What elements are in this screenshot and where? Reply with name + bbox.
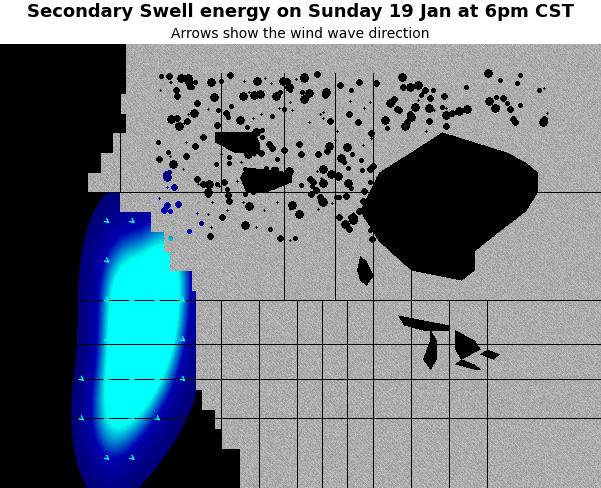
Text: Arrows show the wind wave direction: Arrows show the wind wave direction [171, 27, 430, 41]
Text: Secondary Swell energy on Sunday 19 Jan at 6pm CST: Secondary Swell energy on Sunday 19 Jan … [27, 3, 574, 21]
